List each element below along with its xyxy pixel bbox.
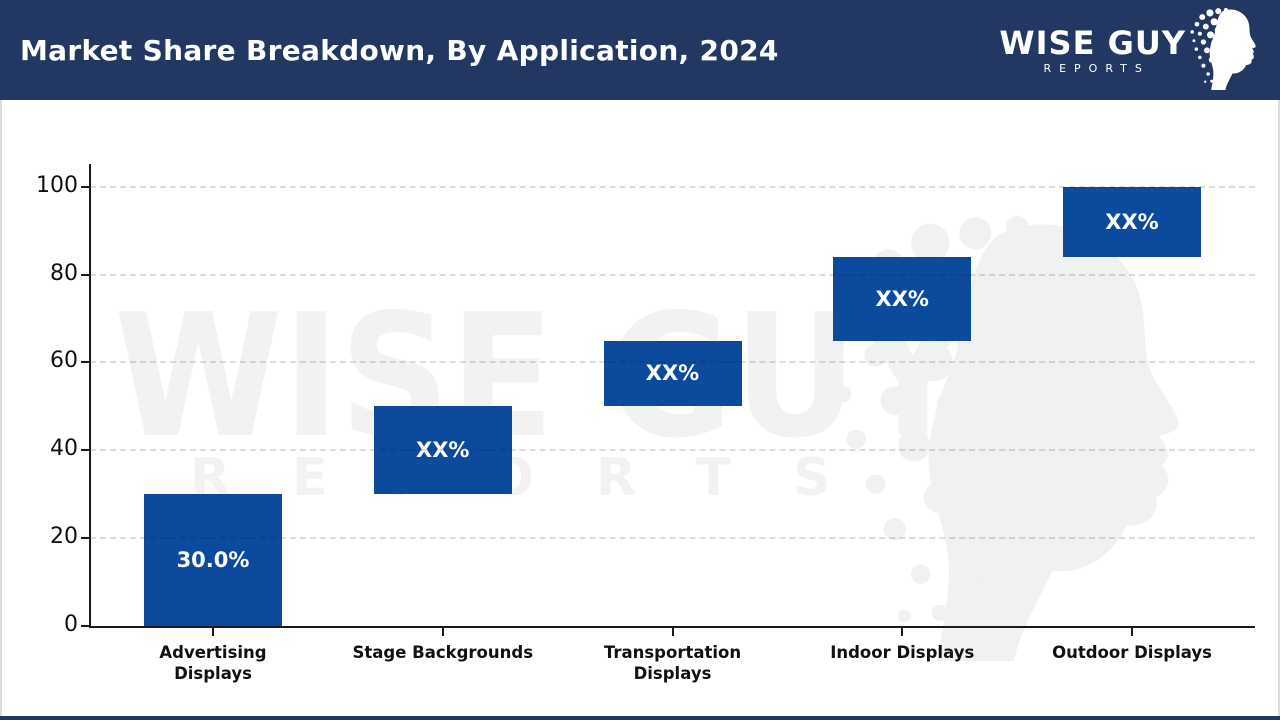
bar-value-label: XX% <box>416 438 470 463</box>
brand-name: WISE GUY <box>999 23 1186 62</box>
x-category-label-transportation-displays: Transportation Displays <box>603 643 742 684</box>
x-tick-stage-backgrounds <box>441 628 444 636</box>
y-tick-label-40: 40 <box>50 436 78 462</box>
x-tick-advertising-displays <box>212 628 214 636</box>
bar-indoor-displays: XX% <box>833 257 972 341</box>
header-bar: Market Share Breakdown, By Application, … <box>0 0 1280 100</box>
x-category-label-outdoor-displays: Outdoor Displays <box>1052 643 1212 662</box>
bar-transportation-displays: XX% <box>603 340 742 407</box>
watermark-text-primary: WISE GUY <box>114 278 969 476</box>
plot-area: 0 20 40 60 80 100 30.0% Advertising Displays XX% S… <box>2 100 1278 716</box>
x-tick-transportation-displays <box>671 628 674 636</box>
y-tick-100 <box>81 185 89 188</box>
brand-logo-text: WISE GUY REPORTS <box>999 27 1186 74</box>
x-axis-line <box>89 626 1255 628</box>
y-tick-label-80: 80 <box>50 260 78 286</box>
bar-outdoor-displays: XX% <box>1063 186 1201 258</box>
gridline-60 <box>90 361 1255 364</box>
brand-logo: WISE GUY REPORTS <box>999 7 1266 93</box>
y-tick-0 <box>81 625 89 627</box>
y-tick-label-60: 60 <box>50 348 78 374</box>
chart-area: WISE GUY REPORTS 0 20 40 60 80 100 30.0% Advert… <box>0 100 1280 716</box>
x-category-label-advertising-displays: Advertising Displays <box>159 643 267 684</box>
bar-value-label: XX% <box>645 361 700 386</box>
y-tick-label-20: 20 <box>50 524 78 550</box>
x-tick-indoor-displays <box>901 628 904 636</box>
gridline-100 <box>90 185 1255 188</box>
page-title: Market Share Breakdown, By Application, … <box>20 33 779 67</box>
x-category-label-stage-backgrounds: Stage Backgrounds <box>352 643 534 662</box>
bar-value-label: XX% <box>875 286 929 311</box>
y-tick-label-0: 0 <box>64 612 78 637</box>
bar-advertising-displays: 30.0% <box>144 494 282 626</box>
footer-bar <box>0 716 1280 720</box>
y-tick-80 <box>81 273 89 276</box>
bar-value-label: 30.0% <box>176 548 250 573</box>
y-tick-60 <box>81 361 89 364</box>
x-tick-outdoor-displays <box>1131 628 1133 636</box>
y-axis-line <box>89 164 91 628</box>
gridline-20 <box>90 537 1255 540</box>
brand-subname: REPORTS <box>1043 61 1150 75</box>
y-tick-20 <box>81 537 89 540</box>
y-tick-label-100: 100 <box>36 172 78 198</box>
gridline-40 <box>90 449 1255 452</box>
dotted-head-icon <box>1190 7 1256 91</box>
bar-value-label: XX% <box>1105 209 1159 234</box>
gridline-80 <box>90 273 1255 276</box>
bar-stage-backgrounds: XX% <box>373 406 512 495</box>
x-category-label-indoor-displays: Indoor Displays <box>830 643 975 662</box>
y-tick-40 <box>81 449 89 452</box>
